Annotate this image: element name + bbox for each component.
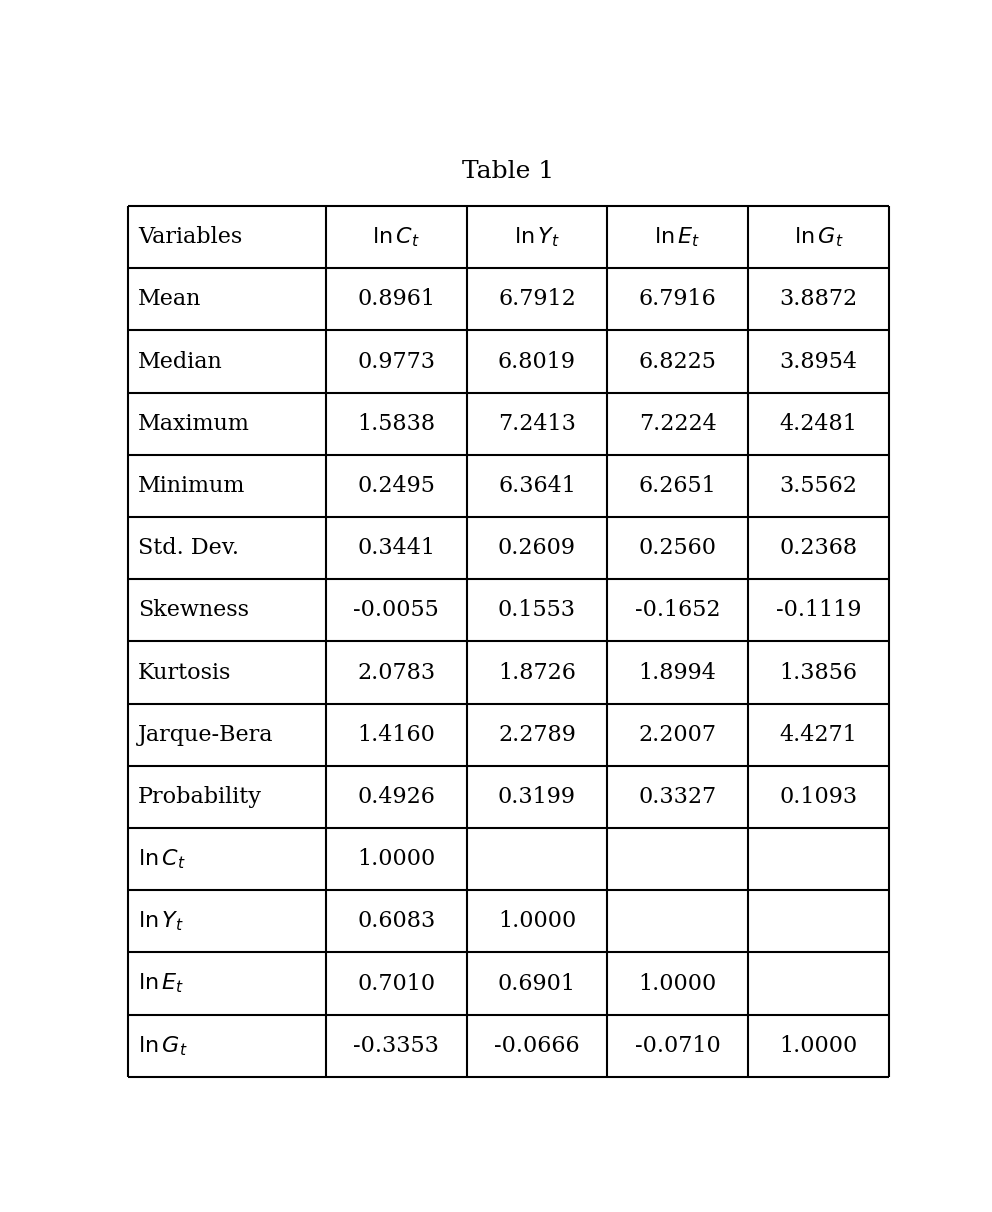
Text: Jarque-Bera: Jarque-Bera <box>138 724 274 745</box>
Text: 6.8225: 6.8225 <box>639 350 716 372</box>
Text: 3.8954: 3.8954 <box>780 350 857 372</box>
Text: -0.0710: -0.0710 <box>635 1035 720 1057</box>
Text: 1.8726: 1.8726 <box>498 662 576 684</box>
Text: 0.2368: 0.2368 <box>780 537 858 559</box>
Text: 1.0000: 1.0000 <box>639 972 717 995</box>
Text: 1.5838: 1.5838 <box>357 413 435 435</box>
Text: Std. Dev.: Std. Dev. <box>138 537 239 559</box>
Text: $\ln Y_t$: $\ln Y_t$ <box>514 225 559 248</box>
Text: Skewness: Skewness <box>138 600 249 622</box>
Text: 0.6083: 0.6083 <box>357 910 435 932</box>
Text: 6.3641: 6.3641 <box>498 475 576 497</box>
Text: 4.2481: 4.2481 <box>780 413 857 435</box>
Text: 4.4271: 4.4271 <box>780 724 857 745</box>
Text: -0.0055: -0.0055 <box>353 600 439 622</box>
Text: 1.0000: 1.0000 <box>357 848 435 870</box>
Text: 6.7916: 6.7916 <box>639 288 716 310</box>
Text: 0.3327: 0.3327 <box>639 785 717 808</box>
Text: 6.2651: 6.2651 <box>639 475 716 497</box>
Text: $\ln C_t$: $\ln C_t$ <box>138 847 186 871</box>
Text: 2.2789: 2.2789 <box>498 724 576 745</box>
Text: 0.1553: 0.1553 <box>498 600 576 622</box>
Text: 0.1093: 0.1093 <box>780 785 858 808</box>
Text: 0.3441: 0.3441 <box>357 537 435 559</box>
Text: Probability: Probability <box>138 785 262 808</box>
Text: 0.2495: 0.2495 <box>357 475 435 497</box>
Text: 2.0783: 2.0783 <box>357 662 435 684</box>
Text: 0.7010: 0.7010 <box>357 972 435 995</box>
Text: 0.4926: 0.4926 <box>357 785 435 808</box>
Text: 0.8961: 0.8961 <box>357 288 435 310</box>
Text: 0.2609: 0.2609 <box>498 537 576 559</box>
Text: $\ln Y_t$: $\ln Y_t$ <box>138 909 184 933</box>
Text: 0.2560: 0.2560 <box>639 537 717 559</box>
Text: 1.0000: 1.0000 <box>780 1035 858 1057</box>
Text: 0.6901: 0.6901 <box>498 972 576 995</box>
Text: 6.8019: 6.8019 <box>498 350 576 372</box>
Text: -0.0666: -0.0666 <box>494 1035 579 1057</box>
Text: $\ln G_t$: $\ln G_t$ <box>794 225 843 248</box>
Text: Kurtosis: Kurtosis <box>138 662 231 684</box>
Text: 1.8994: 1.8994 <box>639 662 716 684</box>
Text: $\ln G_t$: $\ln G_t$ <box>138 1034 187 1058</box>
Text: Median: Median <box>138 350 222 372</box>
Text: Variables: Variables <box>138 227 242 248</box>
Text: -0.1652: -0.1652 <box>635 600 720 622</box>
Text: 0.9773: 0.9773 <box>357 350 435 372</box>
Text: -0.1119: -0.1119 <box>776 600 861 622</box>
Text: Table 1: Table 1 <box>462 160 555 183</box>
Text: -0.3353: -0.3353 <box>353 1035 439 1057</box>
Text: 6.7912: 6.7912 <box>498 288 575 310</box>
Text: 0.3199: 0.3199 <box>498 785 576 808</box>
Text: 2.2007: 2.2007 <box>639 724 717 745</box>
Text: 1.4160: 1.4160 <box>357 724 435 745</box>
Text: 7.2413: 7.2413 <box>498 413 576 435</box>
Text: $\ln E_t$: $\ln E_t$ <box>655 225 701 248</box>
Text: 3.8872: 3.8872 <box>780 288 858 310</box>
Text: Maximum: Maximum <box>138 413 250 435</box>
Text: $\ln E_t$: $\ln E_t$ <box>138 972 185 995</box>
Text: 7.2224: 7.2224 <box>639 413 716 435</box>
Text: Mean: Mean <box>138 288 201 310</box>
Text: $\ln C_t$: $\ln C_t$ <box>372 225 421 248</box>
Text: Minimum: Minimum <box>138 475 245 497</box>
Text: 1.0000: 1.0000 <box>498 910 576 932</box>
Text: 3.5562: 3.5562 <box>780 475 857 497</box>
Text: 1.3856: 1.3856 <box>780 662 857 684</box>
